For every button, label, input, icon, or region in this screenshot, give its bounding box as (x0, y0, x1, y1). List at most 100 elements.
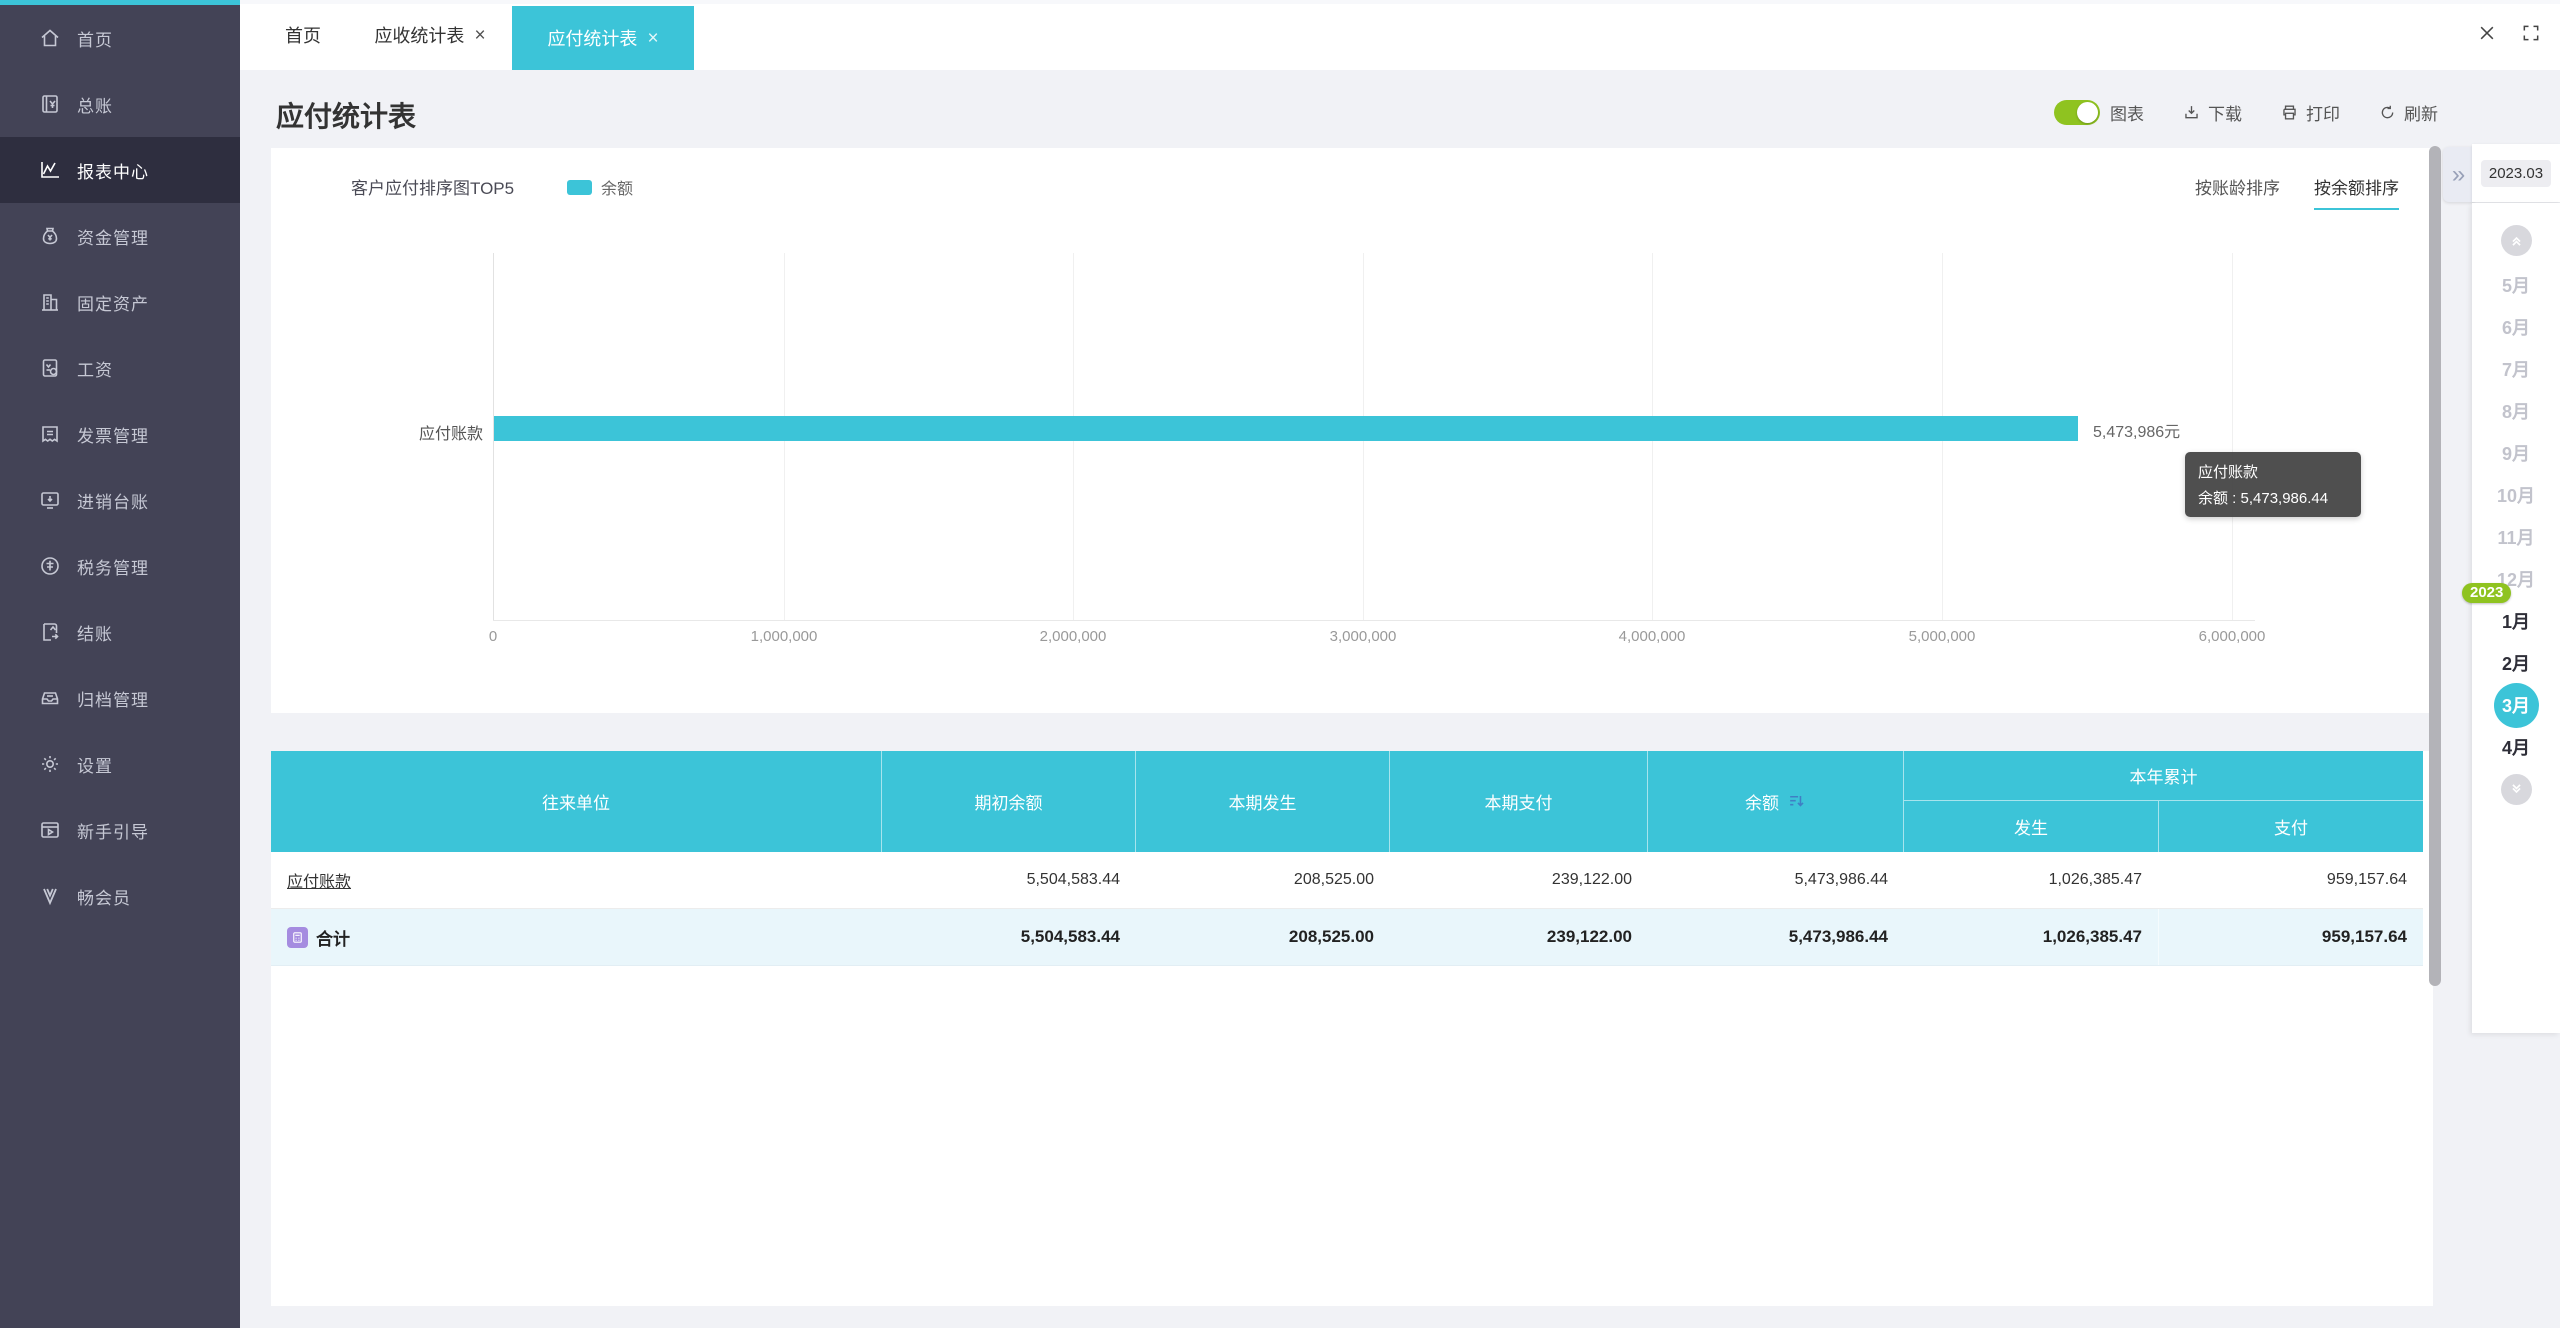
selected-month-label: 3月 (2501, 696, 2530, 716)
tab-close-icon[interactable]: × (474, 24, 486, 46)
sidebar-item-purchase-sales-ledger[interactable]: 进销台账 (0, 467, 240, 533)
chevron-double-up-icon (2511, 236, 2521, 246)
scroll-months-down-button[interactable] (2500, 774, 2532, 805)
printer-icon (2283, 105, 2296, 120)
refresh-button[interactable]: 刷新 (2378, 100, 2438, 125)
sidebar-item-fund-management[interactable]: 资金管理 (0, 203, 240, 269)
invoice-icon (38, 422, 62, 446)
gridline (2232, 253, 2233, 620)
tab-bar: 首页 应收统计表 × 应付统计表 × (240, 0, 2560, 70)
payable-account-link[interactable]: 应付账款 (287, 874, 352, 891)
close-window-button[interactable] (2472, 18, 2502, 48)
month-item-jun[interactable]: 6月 (2501, 318, 2530, 338)
sidebar-item-label: 畅会员 (77, 888, 131, 908)
tab-close-icon[interactable]: × (647, 27, 659, 49)
sidebar-item-payroll[interactable]: 工资 (0, 335, 240, 401)
x-tick: 5,000,000 (1908, 628, 1976, 645)
summary-table-card: 往来单位 期初余额 本期发生 本期支付 余额 本年累计 发生 支付 应付账款 5… (271, 751, 2433, 1306)
chart-title: 客户应付排序图TOP5 (351, 179, 515, 198)
total-balance: 5,473,986.44 (1788, 927, 1888, 946)
col-header-current-occurred: 本期发生 (1136, 751, 1390, 852)
chart-tooltip: 应付账款 余额 : 5,473,986.44 (2185, 452, 2361, 517)
month-item-jul[interactable]: 7月 (2501, 360, 2530, 380)
sidebar-item-tax-management[interactable]: 税务管理 (0, 533, 240, 599)
payroll-sheet-icon (38, 356, 62, 380)
sort-descending-icon[interactable] (1787, 792, 1806, 811)
vertical-scrollbar[interactable] (2429, 146, 2441, 986)
sidebar-item-label: 归档管理 (77, 690, 149, 710)
download-button[interactable]: 下载 (2182, 100, 2242, 125)
guide-video-icon (38, 818, 62, 842)
sidebar-item-label: 工资 (77, 360, 113, 380)
toggle-switch[interactable] (2054, 100, 2100, 125)
chart-toggle[interactable]: 图表 (2054, 100, 2144, 125)
sidebar-item-invoice-management[interactable]: 发票管理 (0, 401, 240, 467)
tab-label: 应收统计表 (374, 26, 465, 46)
total-opening-balance: 5,504,583.44 (1020, 927, 1120, 946)
table-row: 应付账款 5,504,583.44 208,525.00 239,122.00 … (271, 852, 2423, 909)
cell-opening-balance: 5,504,583.44 (1026, 871, 1120, 888)
current-period-label[interactable]: 2023.03 (2480, 159, 2552, 187)
sidebar: 首页 总账 报表中心 资金管理 固定资产 工资 (0, 0, 240, 1328)
sidebar-item-label: 设置 (77, 756, 113, 776)
cell-current-paid: 239,122.00 (1551, 871, 1632, 888)
sidebar-item-member[interactable]: 畅会员 (0, 863, 240, 929)
sidebar-item-archive-management[interactable]: 归档管理 (0, 665, 240, 731)
sidebar-item-label: 总账 (77, 96, 113, 116)
sidebar-item-closing[interactable]: 结账 (0, 599, 240, 665)
window-controls (2472, 18, 2546, 48)
month-item-jan[interactable]: 1月 (2501, 612, 2530, 632)
sidebar-item-label: 固定资产 (77, 294, 149, 314)
balance-bar[interactable] (494, 416, 2078, 441)
cell-ytd-occurred: 1,026,385.47 (1904, 852, 2159, 908)
month-item-oct[interactable]: 10月 (2496, 486, 2536, 506)
refresh-label: 刷新 (2404, 105, 2438, 124)
x-tick: 2,000,000 (1039, 628, 1107, 645)
cell-current-occurred: 208,525.00 (1293, 871, 1374, 888)
sidebar-item-fixed-assets[interactable]: 固定资产 (0, 269, 240, 335)
month-item-sep[interactable]: 9月 (2501, 444, 2530, 464)
x-tick: 4,000,000 (1618, 628, 1686, 645)
col-header-company: 往来单位 (271, 751, 882, 852)
col-header-ytd-group: 本年累计 发生 支付 (1904, 751, 2423, 852)
date-panel-collapse-handle[interactable]: » (2443, 147, 2474, 202)
month-item-aug[interactable]: 8月 (2501, 402, 2530, 422)
sidebar-item-general-ledger[interactable]: 总账 (0, 71, 240, 137)
balance-header-label: 余额 (1745, 794, 1779, 813)
chart-sort-tabs: 按账龄排序 按余额排序 (2195, 174, 2399, 210)
period-selector: 2023.03 (2472, 144, 2560, 202)
month-list: 5月 6月 7月 8月 9月 10月 11月 12月 1月 2月 3月 4月 (2472, 203, 2560, 813)
x-tick: 1,000,000 (750, 628, 818, 645)
sidebar-item-settings[interactable]: 设置 (0, 731, 240, 797)
print-button[interactable]: 打印 (2280, 100, 2340, 125)
monitor-ledger-icon (38, 488, 62, 512)
month-item-feb[interactable]: 2月 (2501, 654, 2530, 674)
tab-payable-report[interactable]: 应付统计表 × (512, 6, 694, 70)
month-item-mar-selected[interactable]: 3月 (2472, 682, 2560, 728)
scroll-months-up-button[interactable] (2500, 225, 2532, 256)
fullscreen-button[interactable] (2516, 18, 2546, 48)
chart-legend[interactable]: 余额 (567, 175, 633, 199)
cell-ytd-paid: 959,157.64 (2326, 871, 2407, 888)
month-item-may[interactable]: 5月 (2501, 276, 2530, 296)
sidebar-item-report-center[interactable]: 报表中心 (0, 137, 240, 203)
sort-by-balance-tab[interactable]: 按余额排序 (2314, 174, 2399, 210)
sidebar-item-beginner-guide[interactable]: 新手引导 (0, 797, 240, 863)
sidebar-item-home[interactable]: 首页 (0, 5, 240, 71)
bar-value-label: 5,473,986元 (2093, 424, 2181, 441)
tab-home[interactable]: 首页 (248, 0, 358, 70)
money-bag-icon (38, 224, 62, 248)
month-item-apr[interactable]: 4月 (2501, 738, 2530, 758)
sidebar-item-label: 首页 (77, 30, 113, 50)
sort-by-aging-tab[interactable]: 按账龄排序 (2195, 179, 2280, 198)
closing-book-icon (38, 620, 62, 644)
legend-swatch (567, 179, 592, 195)
month-item-nov[interactable]: 11月 (2497, 528, 2535, 548)
home-icon (38, 26, 62, 50)
gear-icon (38, 752, 62, 776)
tab-label: 首页 (285, 26, 321, 46)
total-label: 合计 (316, 929, 350, 949)
tab-receivable-report[interactable]: 应收统计表 × (350, 0, 510, 70)
sidebar-item-label: 报表中心 (77, 162, 149, 182)
tabbar-top-strip (240, 0, 2560, 4)
